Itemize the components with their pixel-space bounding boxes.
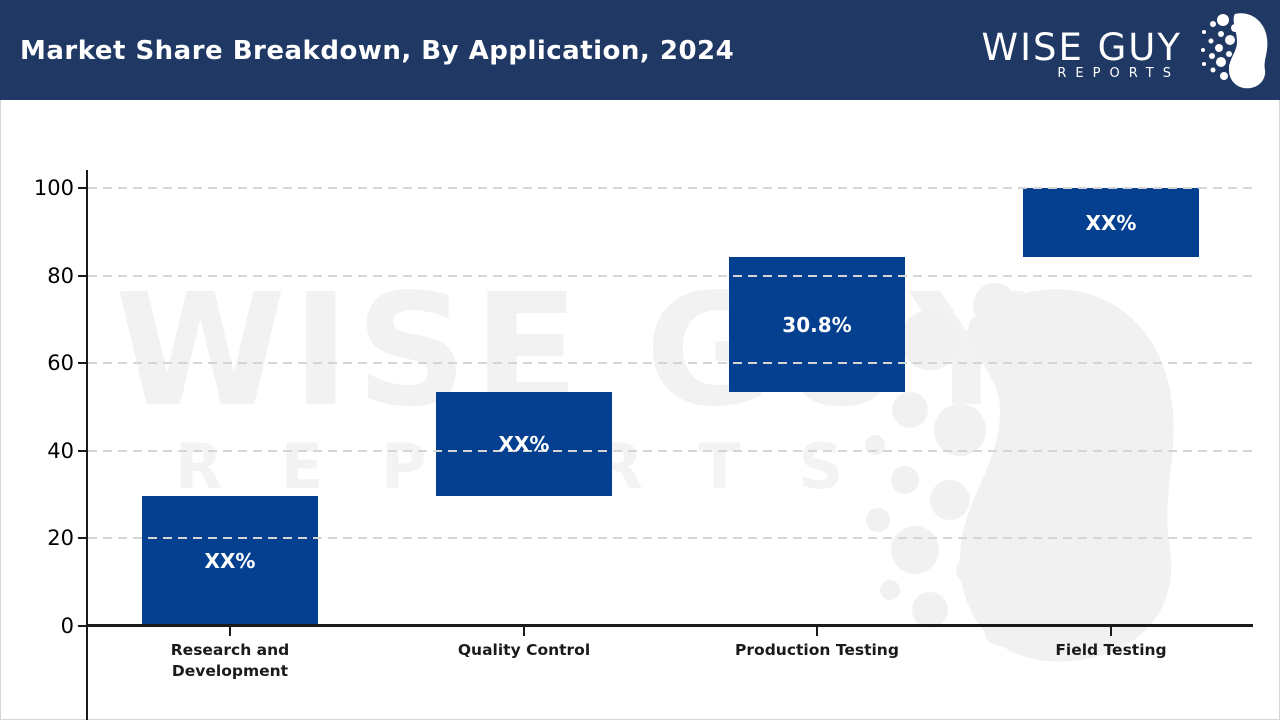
logo-reports-text: REPORTS xyxy=(1057,66,1180,81)
bar xyxy=(142,495,318,626)
logo-wordmark: WISE GUY xyxy=(981,26,1182,69)
x-tick xyxy=(229,627,231,636)
bar-label: XX% xyxy=(1085,210,1137,235)
header-banner: Market Share Breakdown, By Application, … xyxy=(0,0,1280,100)
y-tick-label: 0 xyxy=(60,614,74,638)
bar xyxy=(729,257,905,393)
y-tick xyxy=(78,274,87,277)
chart-area: WISE GUY REPORTS 020406080100XX%Research… xyxy=(0,100,1280,720)
x-tick xyxy=(816,627,818,636)
y-tick xyxy=(78,449,87,452)
x-category-label: Research and Development xyxy=(170,641,290,680)
x-tick xyxy=(1110,627,1112,636)
bar xyxy=(436,392,612,496)
y-tick-label: 40 xyxy=(47,438,74,463)
y-tick xyxy=(78,187,87,190)
y-tick-label: 60 xyxy=(47,351,74,376)
gridline xyxy=(88,362,1253,365)
gridline xyxy=(88,537,1253,540)
x-category-label: Production Testing xyxy=(735,641,899,659)
y-tick-label: 100 xyxy=(33,176,74,201)
gridline xyxy=(88,274,1253,277)
y-tick xyxy=(78,625,87,627)
bar-label: 30.8% xyxy=(782,312,852,337)
gridline xyxy=(88,449,1253,452)
y-tick xyxy=(78,537,87,540)
y-tick-label: 80 xyxy=(47,263,74,288)
bar xyxy=(1023,188,1199,258)
page-title: Market Share Breakdown, By Application, … xyxy=(20,36,735,66)
wiseguy-logo: WISE GUY REPORTS xyxy=(982,8,1272,92)
bar-label: XX% xyxy=(204,548,256,573)
y-tick xyxy=(78,362,87,365)
x-tick xyxy=(523,627,525,636)
y-tick-label: 20 xyxy=(47,526,74,551)
x-category-label: Field Testing xyxy=(1055,641,1167,659)
bar-label: XX% xyxy=(498,431,550,456)
x-category-label: Quality Control xyxy=(457,641,591,659)
x-axis xyxy=(86,624,1253,627)
y-axis xyxy=(86,170,88,720)
logo-face-icon xyxy=(1201,13,1268,89)
gridline xyxy=(88,187,1253,190)
